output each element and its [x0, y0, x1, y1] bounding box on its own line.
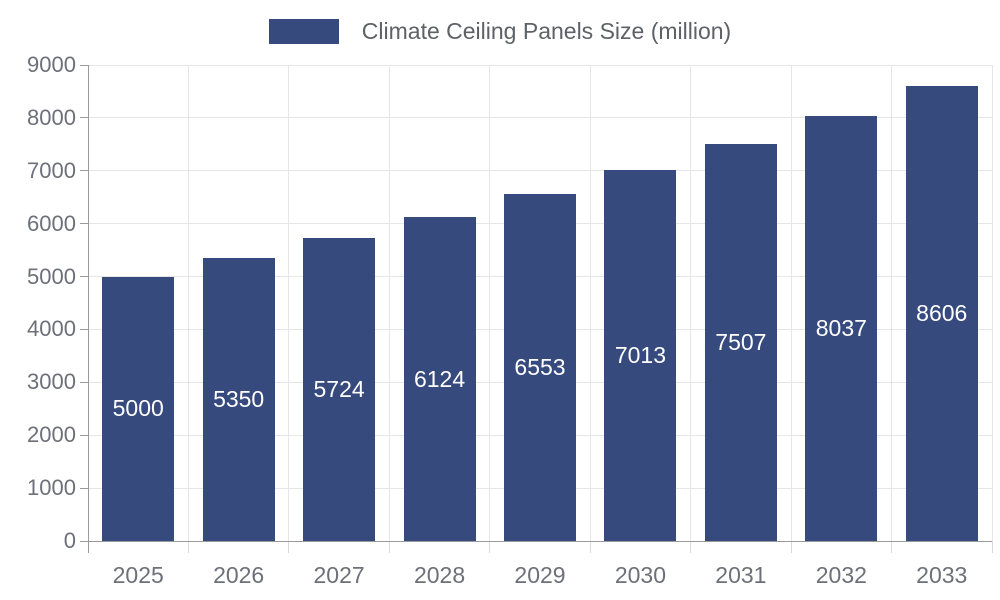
y-tick-label: 8000: [27, 104, 76, 130]
x-tick-mark: [690, 541, 692, 553]
y-tick-label: 4000: [27, 316, 76, 342]
bar-value-label: 7013: [614, 342, 667, 369]
x-tick-mark: [891, 541, 893, 553]
bar-value-label: 5000: [112, 395, 164, 422]
y-tick-mark: [80, 487, 88, 489]
bar: 6124: [403, 217, 476, 541]
gridline-vertical: [589, 65, 591, 541]
gridline-vertical: [790, 65, 792, 541]
y-axis-line: [87, 65, 89, 553]
bar-value-label: 7507: [715, 328, 767, 355]
y-tick-mark: [80, 170, 88, 172]
x-tick-mark: [589, 541, 591, 553]
legend-label: Climate Ceiling Panels Size (million): [361, 18, 732, 44]
y-tick-mark: [80, 117, 88, 119]
x-tick-label: 2033: [916, 562, 968, 588]
gridline-vertical: [388, 65, 390, 541]
y-tick-label: 3000: [27, 369, 76, 395]
bar: 7507: [704, 143, 777, 541]
x-tick-label: 2031: [715, 562, 767, 588]
x-tick-label: 2030: [614, 562, 667, 588]
y-tick-label: 1000: [27, 475, 76, 501]
gridline-horizontal: [88, 170, 992, 172]
y-tick-mark: [80, 381, 88, 383]
bar: 8606: [905, 85, 978, 541]
gridline-vertical: [690, 65, 692, 541]
y-tick-label: 0: [63, 528, 76, 553]
y-tick-mark: [80, 64, 88, 66]
bar-value-label: 8037: [815, 314, 867, 341]
gridline-vertical: [187, 65, 189, 541]
bar-value-label: 5724: [313, 376, 365, 403]
y-tick-mark: [80, 328, 88, 330]
bar-value-label: 8606: [916, 299, 968, 326]
gridline-vertical: [891, 65, 893, 541]
bar: 8037: [805, 115, 878, 541]
y-tick-label: 6000: [27, 210, 76, 236]
y-tick-label: 5000: [27, 263, 76, 289]
bar: 6553: [504, 194, 576, 541]
bar: 5350: [202, 258, 275, 541]
bar-value-label: 6124: [413, 365, 466, 392]
x-tick-label: 2028: [413, 562, 466, 588]
gridline-horizontal: [88, 64, 992, 66]
gridline-vertical: [991, 65, 993, 541]
x-tick-mark: [187, 541, 189, 553]
x-tick-label: 2025: [112, 562, 164, 588]
gridline-horizontal: [88, 117, 992, 119]
gridline-vertical: [288, 65, 290, 541]
x-tick-label: 2026: [213, 562, 265, 588]
y-tick-label: 2000: [27, 422, 76, 448]
legend[interactable]: Climate Ceiling Panels Size (million): [0, 18, 1000, 45]
x-tick-mark: [388, 541, 390, 553]
bar: 5000: [102, 276, 175, 541]
y-tick-label: 9000: [27, 52, 76, 77]
x-tick-label: 2027: [313, 562, 365, 588]
legend-swatch: [268, 19, 339, 44]
gridline-vertical: [489, 65, 491, 541]
x-tick-mark: [489, 541, 491, 553]
x-tick-label: 2029: [514, 562, 566, 588]
x-tick-label: 2032: [815, 562, 867, 588]
y-tick-mark: [80, 276, 88, 278]
bar: 7013: [604, 170, 677, 541]
x-tick-mark: [991, 541, 993, 553]
y-tick-label: 7000: [27, 157, 76, 183]
bar-value-label: 6553: [514, 354, 566, 381]
bar: 5724: [303, 238, 376, 541]
y-tick-mark: [80, 434, 88, 436]
y-tick-mark: [80, 540, 88, 542]
x-tick-mark: [790, 541, 792, 553]
x-tick-mark: [288, 541, 290, 553]
y-tick-mark: [80, 223, 88, 225]
bar-value-label: 5350: [213, 386, 265, 412]
x-axis-line: [80, 540, 992, 542]
